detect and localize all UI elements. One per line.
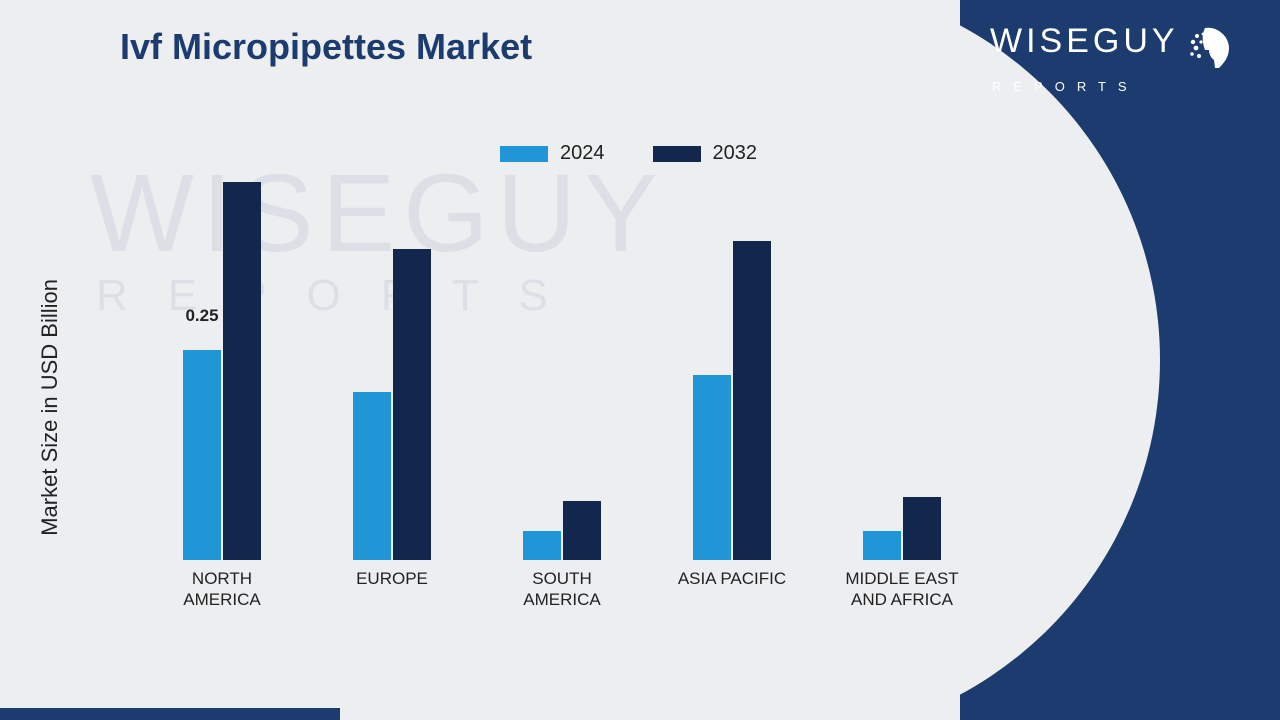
bar xyxy=(183,350,221,560)
category-label: ASIA PACIFIC xyxy=(662,568,802,589)
chart-area: Market Size in USD Billion 0.25 NORTH AM… xyxy=(50,140,950,680)
plot-region: 0.25 xyxy=(130,140,950,560)
chart-title: Ivf Micropipettes Market xyxy=(120,26,532,68)
brand-head-icon xyxy=(1187,24,1235,77)
bar xyxy=(733,241,771,560)
page-root: WISEGUY REPORTS WISEGUY REPORTS Ivf Micr… xyxy=(0,0,1280,720)
category-label: MIDDLE EAST AND AFRICA xyxy=(832,568,972,611)
category-label: NORTH AMERICA xyxy=(152,568,292,611)
brand-logo: WISEGUY REPORTS xyxy=(990,24,1250,94)
bar xyxy=(863,531,901,560)
bar xyxy=(693,375,731,560)
bar xyxy=(903,497,941,560)
category-label: SOUTH AMERICA xyxy=(492,568,632,611)
brand-sub: REPORTS xyxy=(990,79,1250,94)
y-axis-label: Market Size in USD Billion xyxy=(37,279,63,536)
bar xyxy=(393,249,431,560)
bar-value-label: 0.25 xyxy=(185,306,218,326)
brand-name: WISEGUY xyxy=(990,24,1179,58)
bottom-accent-bar xyxy=(0,708,340,720)
bar xyxy=(353,392,391,560)
category-label: EUROPE xyxy=(322,568,462,589)
bar xyxy=(523,531,561,560)
bar xyxy=(223,182,261,560)
bar xyxy=(563,501,601,560)
